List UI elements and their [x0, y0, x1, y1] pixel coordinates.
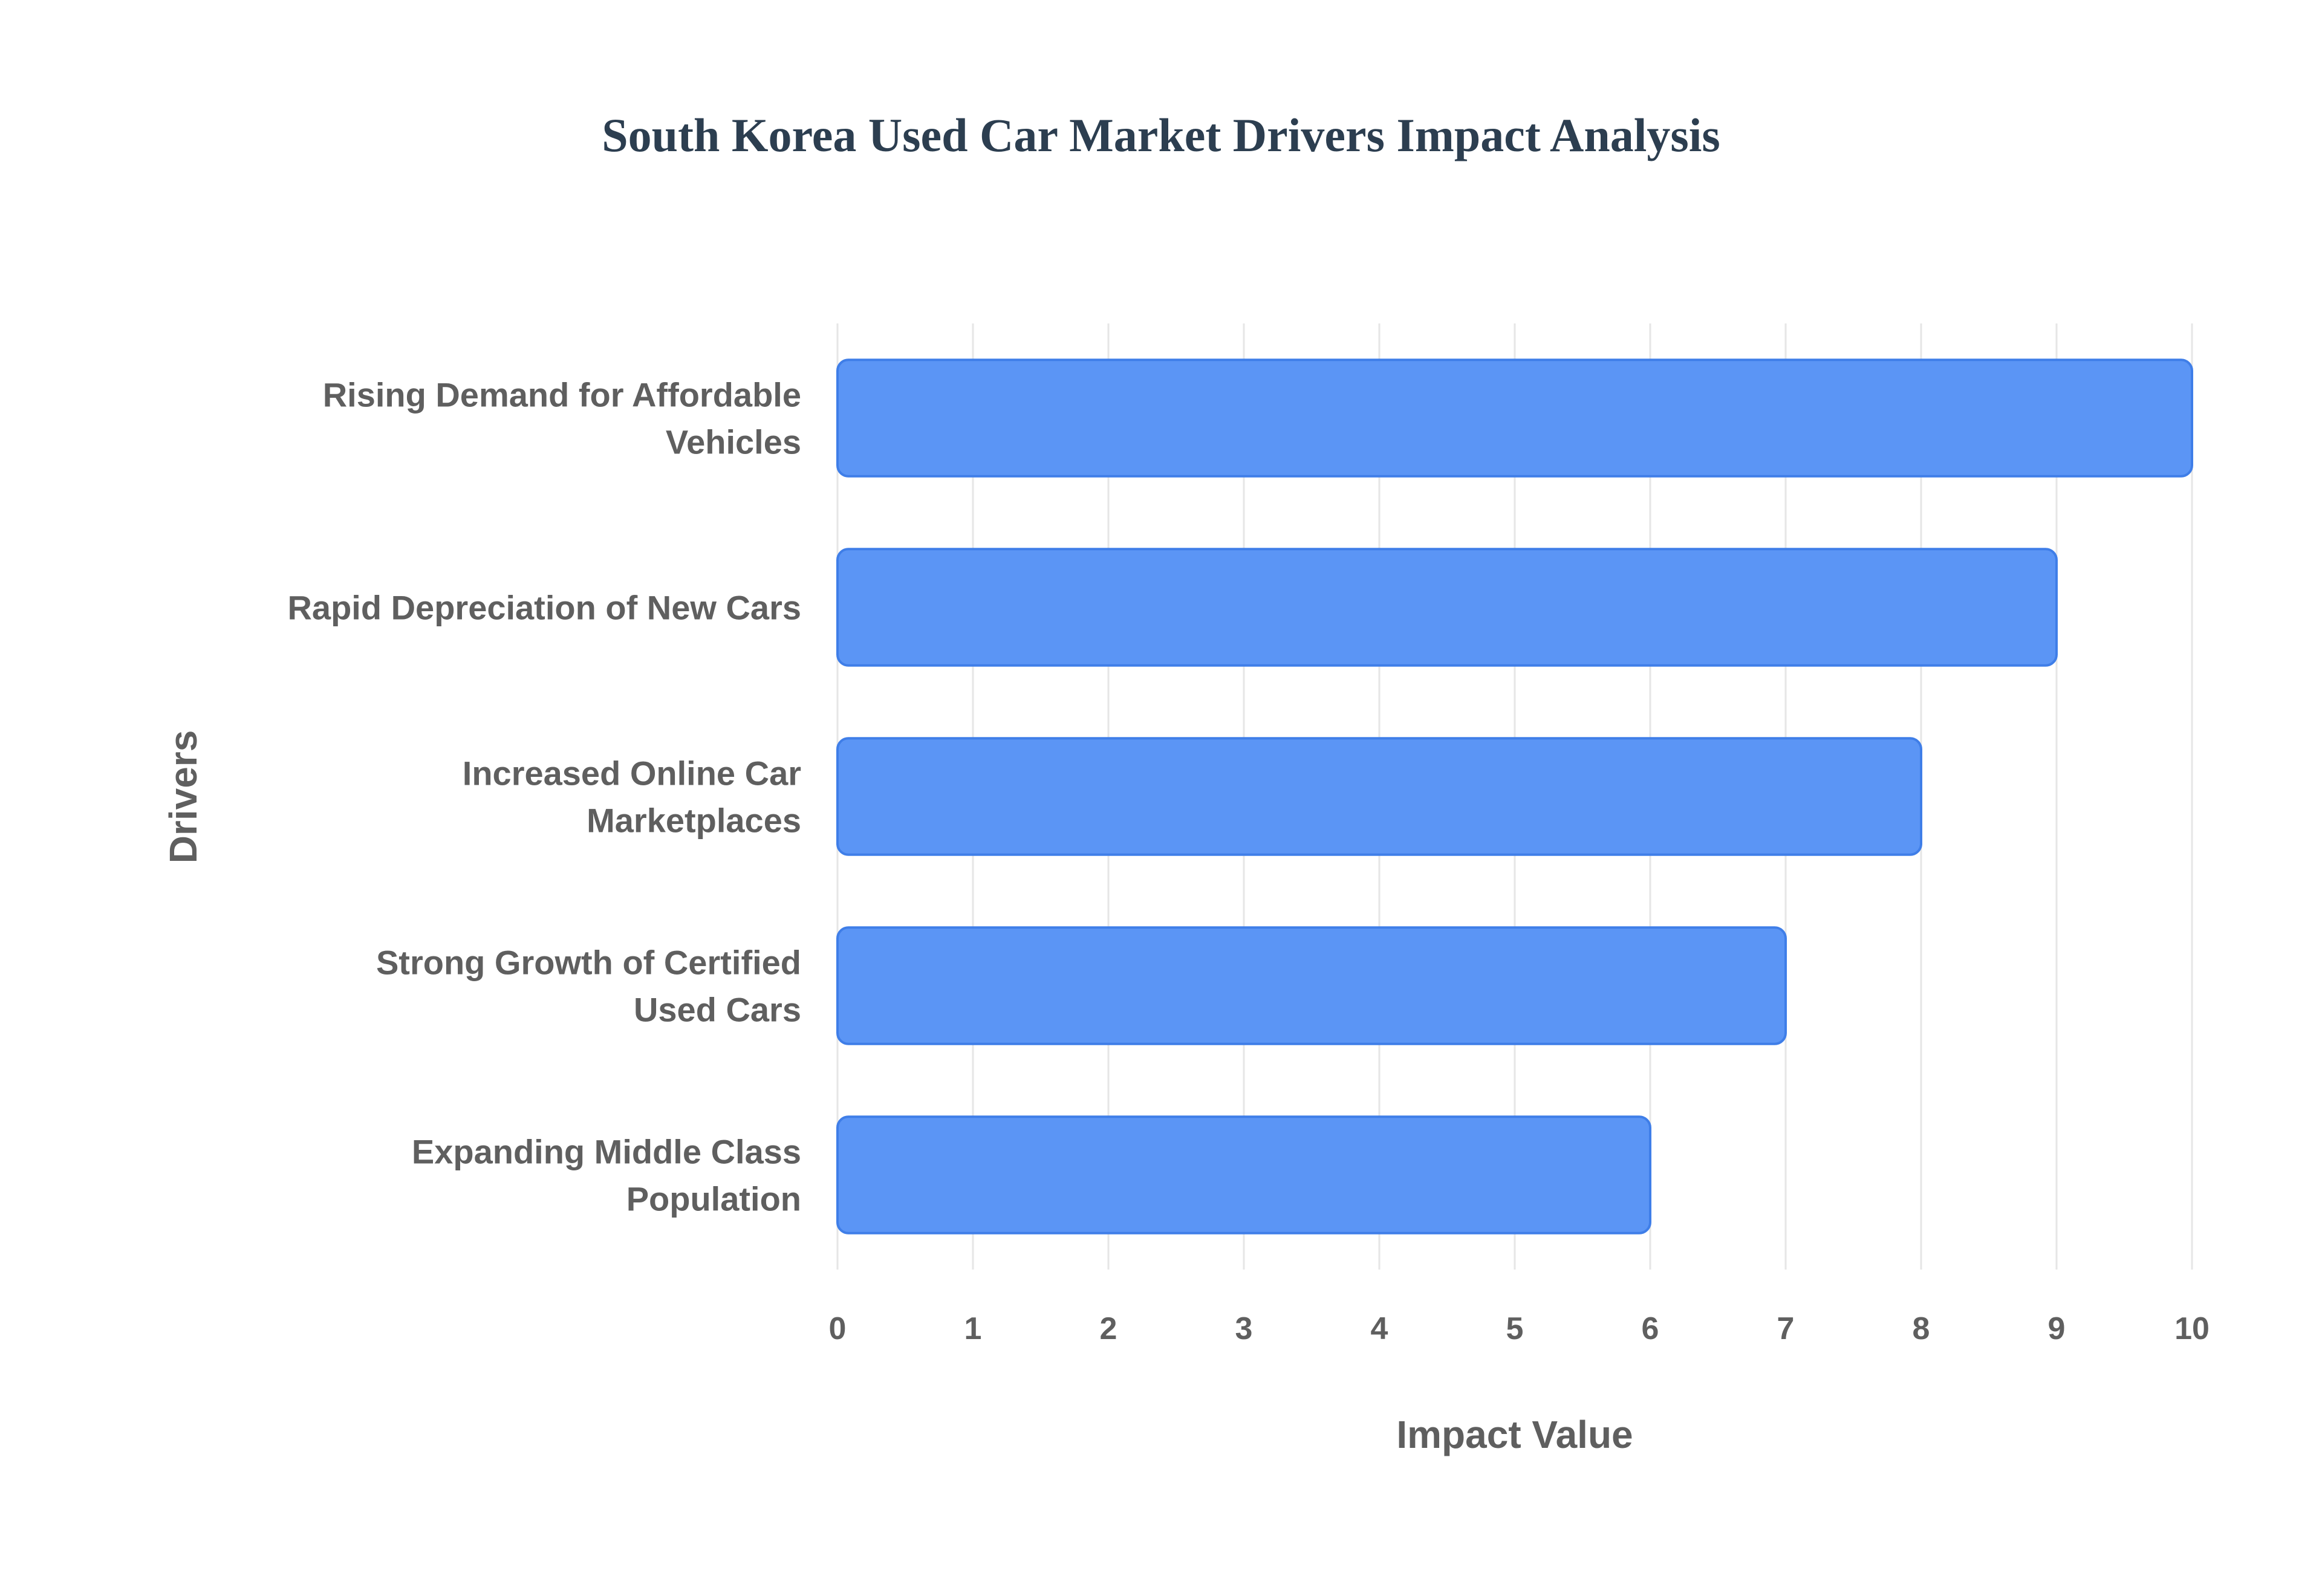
y-tick-label-line: Used Cars — [634, 991, 801, 1029]
bar — [836, 1115, 1651, 1234]
bar — [836, 926, 1787, 1045]
y-tick-label-line: Vehicles — [666, 423, 801, 461]
x-tick-label: 0 — [829, 1311, 847, 1346]
y-tick-label-line: Rising Demand for Affordable — [323, 376, 801, 414]
category-labels: Rising Demand for Affordable Vehicles Rapi… — [287, 376, 801, 1218]
y-tick-label-line: Increased Online Car — [463, 754, 801, 793]
y-tick-label-line: Population — [626, 1180, 801, 1218]
y-tick-label: Rising Demand for Affordable Vehicles — [323, 376, 801, 461]
chart-title: South Korea Used Car Market Drivers Impa… — [602, 109, 1720, 161]
x-tick-label: 1 — [964, 1311, 982, 1346]
y-tick-label: Increased Online Car Marketplaces — [463, 754, 801, 840]
y-tick-label: Strong Growth of Certified Used Cars — [376, 944, 801, 1029]
x-tick-label: 9 — [2048, 1311, 2066, 1346]
bar — [836, 358, 2193, 478]
x-tick-label: 5 — [1506, 1311, 1524, 1346]
y-tick-label-line: Expanding Middle Class — [412, 1133, 801, 1171]
x-tick-label: 4 — [1371, 1311, 1388, 1346]
y-tick-label: Rapid Depreciation of New Cars — [287, 589, 801, 627]
x-tick-label: 2 — [1100, 1311, 1117, 1346]
y-tick-label-line: Strong Growth of Certified — [376, 944, 801, 982]
y-axis-title: Drivers — [161, 730, 205, 864]
x-tick-label: 6 — [1642, 1311, 1659, 1346]
bars — [836, 358, 2193, 1234]
x-tick-label: 8 — [1913, 1311, 1930, 1346]
x-axis-title: Impact Value — [1396, 1413, 1633, 1456]
y-tick-label-line: Rapid Depreciation of New Cars — [287, 589, 801, 627]
bar — [836, 548, 2058, 667]
x-tick-label: 10 — [2174, 1311, 2210, 1346]
y-tick-label-line: Marketplaces — [587, 802, 801, 840]
x-tick-label: 7 — [1777, 1311, 1795, 1346]
y-tick-label: Expanding Middle Class Population — [412, 1133, 801, 1218]
bar — [836, 737, 1922, 856]
x-tick-labels: 0 1 2 3 4 5 6 7 8 9 10 — [829, 1311, 2210, 1346]
x-tick-label: 3 — [1235, 1311, 1253, 1346]
